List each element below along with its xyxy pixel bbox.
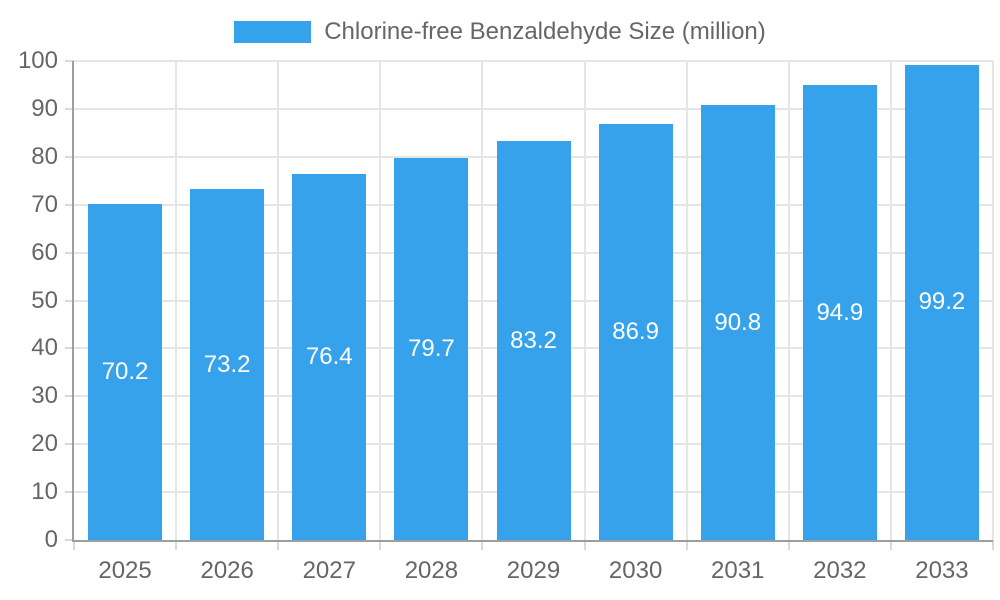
x-tick-mark <box>481 540 484 550</box>
bar-2029[interactable] <box>496 141 571 540</box>
x-tick-mark <box>889 540 892 550</box>
x-tick-mark <box>583 540 586 550</box>
x-tick-mark <box>175 540 178 550</box>
y-gridline <box>74 107 993 110</box>
y-tick-mark <box>65 203 74 206</box>
x-axis-tick-label: 2025 <box>98 557 152 584</box>
x-gridline <box>992 61 994 540</box>
bar-2032[interactable] <box>802 85 877 540</box>
x-gridline <box>379 61 382 540</box>
y-tick-mark <box>65 299 74 302</box>
y-tick-mark <box>65 107 74 110</box>
y-tick-mark <box>65 155 74 158</box>
legend-swatch <box>234 21 312 43</box>
y-tick-mark <box>65 60 74 62</box>
x-tick-mark <box>73 540 75 550</box>
x-axis-tick-label: 2031 <box>711 557 765 584</box>
bar-2030[interactable] <box>598 123 673 540</box>
y-tick-mark <box>65 539 74 541</box>
y-axis-tick-label: 30 <box>31 382 58 410</box>
bar-2025[interactable] <box>88 203 163 540</box>
x-gridline <box>583 61 586 540</box>
x-axis-tick-label: 2030 <box>608 557 663 584</box>
y-tick-mark <box>65 251 74 254</box>
x-axis-tick-label: 2029 <box>506 557 561 584</box>
y-tick-mark <box>65 395 74 398</box>
x-axis-tick-label: 2028 <box>404 557 459 584</box>
y-axis-tick-label: 80 <box>31 142 58 170</box>
x-tick-mark <box>685 540 688 550</box>
x-tick-mark <box>277 540 280 550</box>
x-gridline <box>889 61 892 540</box>
bar-2033[interactable] <box>904 64 979 540</box>
y-axis-line <box>72 61 74 542</box>
x-gridline <box>685 61 688 540</box>
x-tick-mark <box>787 540 790 550</box>
y-tick-mark <box>65 443 74 446</box>
y-tick-mark <box>65 491 74 494</box>
x-axis-tick-label: 2027 <box>302 557 356 584</box>
y-axis-tick-label: 10 <box>31 478 58 506</box>
y-axis-tick-label: 60 <box>31 238 58 266</box>
y-axis-tick-label: 70 <box>31 190 58 218</box>
x-axis-tick-label: 2032 <box>813 557 867 584</box>
y-tick-mark <box>65 347 74 350</box>
y-axis-tick-label: 100 <box>17 47 58 74</box>
x-gridline <box>787 61 790 540</box>
legend-label: Chlorine-free Benzaldehyde Size (million… <box>324 18 766 45</box>
y-axis-tick-label: 50 <box>31 286 58 314</box>
x-gridline <box>481 61 484 540</box>
y-axis-tick-label: 90 <box>31 94 58 122</box>
bar-2031[interactable] <box>700 105 775 540</box>
y-axis-tick-label: 20 <box>31 430 58 458</box>
x-axis-tick-label: 2026 <box>200 557 254 584</box>
bar-2026[interactable] <box>190 189 265 540</box>
legend-item[interactable]: Chlorine-free Benzaldehyde Size (million… <box>0 14 1000 50</box>
bar-2028[interactable] <box>394 158 469 540</box>
bar-2027[interactable] <box>292 174 367 540</box>
x-axis-line <box>72 540 993 542</box>
x-gridline <box>277 61 280 540</box>
x-tick-mark <box>379 540 382 550</box>
y-axis-tick-label: 0 <box>44 526 58 553</box>
x-tick-mark <box>992 540 994 550</box>
x-axis-tick-label: 2033 <box>915 557 969 584</box>
y-gridline <box>74 60 993 62</box>
y-axis-tick-label: 40 <box>31 334 58 362</box>
x-gridline <box>175 61 178 540</box>
